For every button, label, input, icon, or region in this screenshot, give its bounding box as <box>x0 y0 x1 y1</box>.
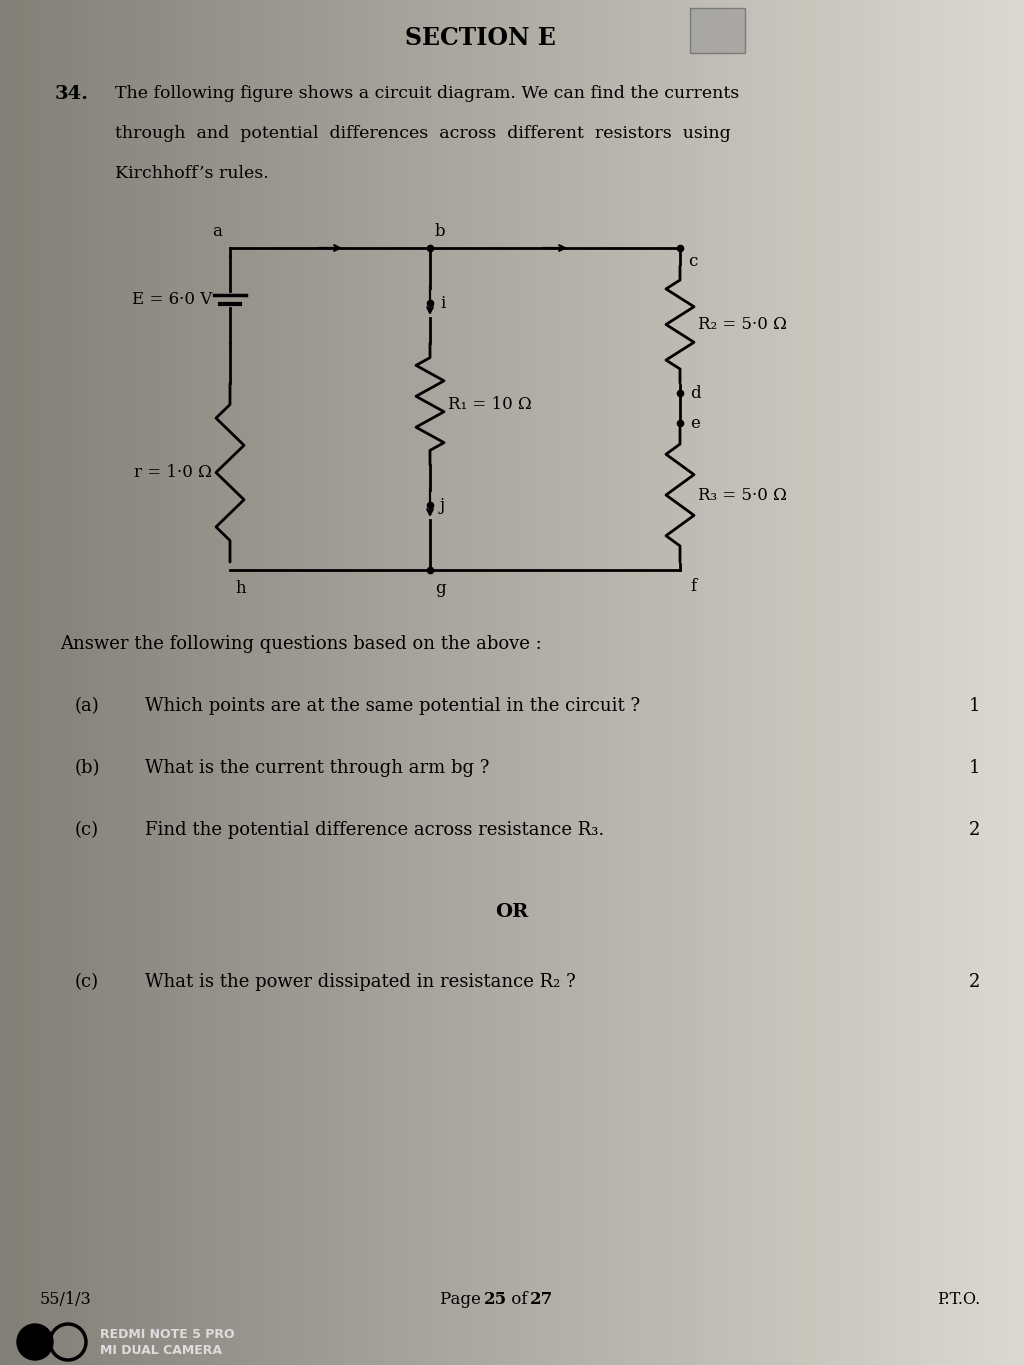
Text: R₁ = 10 Ω: R₁ = 10 Ω <box>449 396 531 412</box>
Text: g: g <box>435 580 445 597</box>
Text: OR: OR <box>496 904 528 921</box>
Text: P.T.O.: P.T.O. <box>937 1291 980 1309</box>
Text: c: c <box>688 253 697 270</box>
Text: b: b <box>435 222 445 240</box>
Text: E = 6·0 V: E = 6·0 V <box>132 291 212 307</box>
Text: 27: 27 <box>530 1291 553 1309</box>
Text: Page: Page <box>440 1291 486 1309</box>
Text: through  and  potential  differences  across  different  resistors  using: through and potential differences across… <box>115 126 731 142</box>
Text: SECTION E: SECTION E <box>404 26 555 51</box>
Text: 1: 1 <box>969 698 980 715</box>
Text: f: f <box>690 577 696 595</box>
Text: (b): (b) <box>75 759 100 777</box>
Text: 34.: 34. <box>55 85 89 102</box>
Text: h: h <box>234 580 246 597</box>
Text: 25: 25 <box>484 1291 507 1309</box>
FancyBboxPatch shape <box>690 8 745 53</box>
Text: j: j <box>440 497 445 513</box>
Text: MI DUAL CAMERA: MI DUAL CAMERA <box>100 1343 222 1357</box>
Text: Find the potential difference across resistance R₃.: Find the potential difference across res… <box>145 820 604 839</box>
Text: i: i <box>440 295 445 311</box>
Text: REDMI NOTE 5 PRO: REDMI NOTE 5 PRO <box>100 1328 234 1342</box>
Text: 2: 2 <box>969 973 980 991</box>
Text: (a): (a) <box>75 698 99 715</box>
Text: d: d <box>690 385 700 401</box>
Text: r = 1·0 Ω: r = 1·0 Ω <box>134 464 212 480</box>
Text: R₃ = 5·0 Ω: R₃ = 5·0 Ω <box>698 486 786 504</box>
Text: The following figure shows a circuit diagram. We can find the currents: The following figure shows a circuit dia… <box>115 85 739 102</box>
Text: What is the power dissipated in resistance R₂ ?: What is the power dissipated in resistan… <box>145 973 575 991</box>
Circle shape <box>17 1324 53 1360</box>
Text: 55/1/3: 55/1/3 <box>40 1291 92 1309</box>
Text: Answer the following questions based on the above :: Answer the following questions based on … <box>60 635 542 652</box>
Text: What is the current through arm bg ?: What is the current through arm bg ? <box>145 759 489 777</box>
Text: 1: 1 <box>969 759 980 777</box>
Text: (c): (c) <box>75 820 99 839</box>
Text: e: e <box>690 415 699 431</box>
Text: Which points are at the same potential in the circuit ?: Which points are at the same potential i… <box>145 698 640 715</box>
Text: of: of <box>506 1291 532 1309</box>
Text: R₂ = 5·0 Ω: R₂ = 5·0 Ω <box>698 315 786 333</box>
Text: a: a <box>212 222 222 240</box>
Text: Kirchhoff’s rules.: Kirchhoff’s rules. <box>115 165 268 182</box>
Text: 2: 2 <box>969 820 980 839</box>
Text: (c): (c) <box>75 973 99 991</box>
